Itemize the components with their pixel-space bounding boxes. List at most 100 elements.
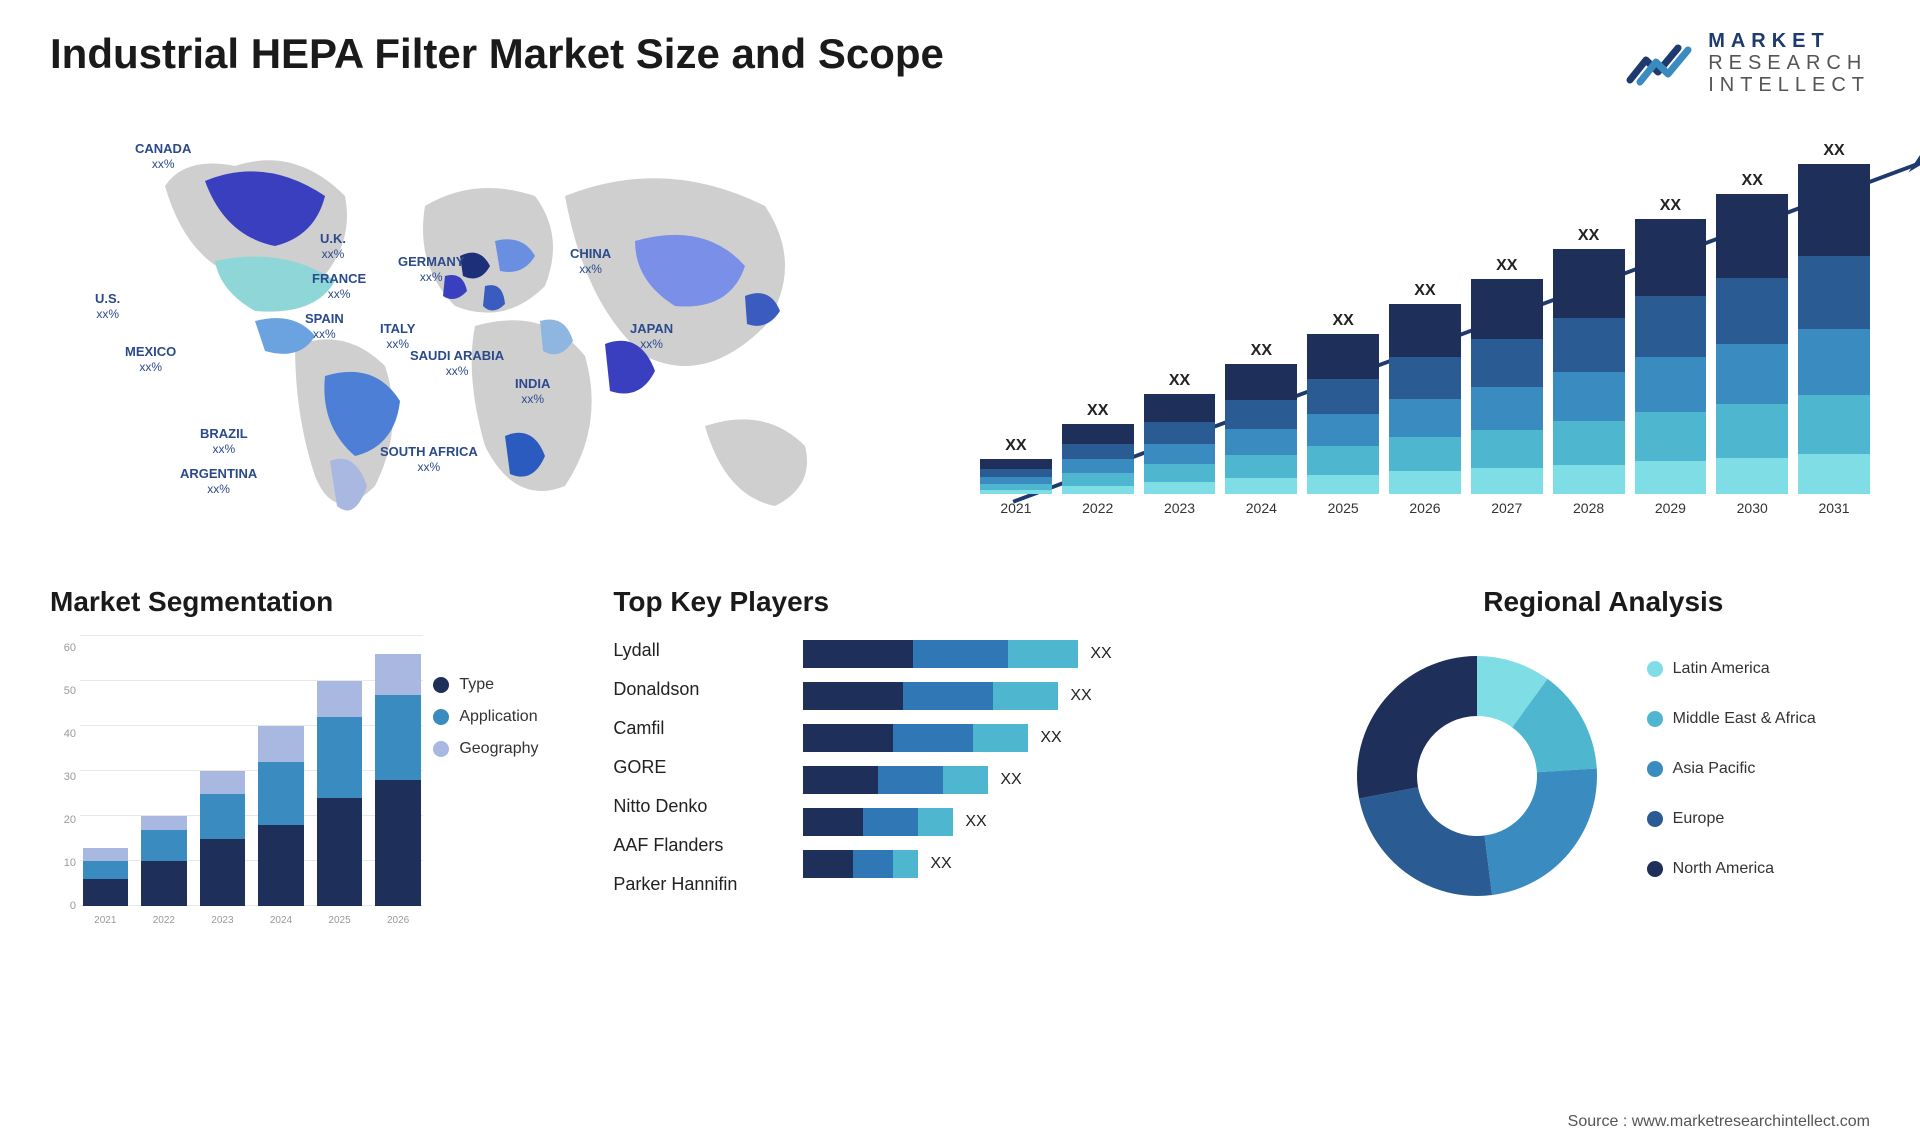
seg-year-label: 2024 [256,915,307,926]
logo-text: MARKET RESEARCH INTELLECT [1708,30,1870,96]
header: Industrial HEPA Filter Market Size and S… [50,30,1870,96]
legend-dot-icon [1647,661,1663,677]
legend-label: Europe [1673,810,1725,828]
regional-donut-chart [1337,636,1617,916]
player-bar-row: XX [803,850,1306,878]
legend-label: North America [1673,860,1774,878]
seg-legend-item: Geography [433,740,583,758]
legend-label: Geography [459,740,538,758]
forecast-value: XX [1087,402,1108,420]
player-name: Donaldson [613,679,783,700]
legend-dot-icon [1647,811,1663,827]
legend-label: Middle East & Africa [1673,710,1816,728]
forecast-value: XX [1578,227,1599,245]
main-forecast-chart: XX2021XX2022XX2023XX2024XX2025XX2026XX20… [980,126,1870,546]
forecast-value: XX [1496,257,1517,275]
forecast-bar-2027: XX 2027 [1471,257,1543,516]
forecast-bar-2026: XX 2026 [1389,282,1461,516]
forecast-year-label: 2031 [1818,500,1849,516]
forecast-year-label: 2025 [1328,500,1359,516]
map-label-uk: U.K.xx% [320,231,346,261]
seg-legend-item: Application [433,708,583,726]
map-label-spain: SPAINxx% [305,311,344,341]
legend-label: Latin America [1673,660,1770,678]
forecast-year-label: 2021 [1000,500,1031,516]
map-label-canada: CANADAxx% [135,141,191,171]
regional-legend-item: Middle East & Africa [1647,710,1816,728]
forecast-bar-2023: XX 2023 [1144,372,1216,516]
player-bar-row: XX [803,724,1306,752]
player-bar-row: XX [803,640,1306,668]
players-bar-chart: XX XX XX XX XX XX [803,636,1306,895]
legend-dot-icon [1647,711,1663,727]
donut-slice [1359,787,1492,896]
brand-logo: MARKET RESEARCH INTELLECT [1626,30,1870,96]
player-name: AAF Flanders [613,835,783,856]
legend-dot-icon [1647,761,1663,777]
seg-bar-2024: 2024 [256,636,307,906]
map-label-france: FRANCExx% [312,271,366,301]
player-name: Nitto Denko [613,796,783,817]
forecast-value: XX [1332,312,1353,330]
forecast-value: XX [1742,172,1763,190]
logo-line1: MARKET [1708,30,1870,52]
player-value: XX [1040,729,1061,747]
forecast-value: XX [1414,282,1435,300]
legend-label: Asia Pacific [1673,760,1756,778]
top-row: CANADAxx%U.S.xx%MEXICOxx%BRAZILxx%ARGENT… [50,126,1870,546]
world-map-panel: CANADAxx%U.S.xx%MEXICOxx%BRAZILxx%ARGENT… [50,126,940,546]
player-bar-row: XX [803,808,1306,836]
segmentation-title: Market Segmentation [50,586,583,618]
regional-legend-item: North America [1647,860,1816,878]
forecast-year-label: 2027 [1491,500,1522,516]
donut-slice [1484,768,1596,895]
regional-legend: Latin America Middle East & Africa Asia Pa… [1647,660,1816,892]
player-name: Camfil [613,718,783,739]
forecast-year-label: 2029 [1655,500,1686,516]
forecast-bar-2024: XX2024 [1225,342,1297,516]
seg-bar-2026: 2026 [373,636,424,906]
map-label-southafrica: SOUTH AFRICAxx% [380,444,478,474]
players-list: Lydall Donaldson Camfil GORE Nitto Denko AAF … [613,636,783,895]
forecast-year-label: 2026 [1409,500,1440,516]
player-value: XX [930,855,951,873]
player-name: GORE [613,757,783,778]
forecast-year-label: 2024 [1246,500,1277,516]
map-label-saudiarabia: SAUDI ARABIAxx% [410,348,504,378]
segmentation-legend: Type Application Geography [433,676,583,772]
player-bar-row: XX [803,682,1306,710]
legend-label: Application [459,708,537,726]
page-title: Industrial HEPA Filter Market Size and S… [50,30,944,78]
seg-bar-2022: 2022 [139,636,190,906]
forecast-bar-2025: XX 2025 [1307,312,1379,516]
player-name: Parker Hannifin [613,874,783,895]
seg-bar-2023: 2023 [197,636,248,906]
map-label-us: U.S.xx% [95,291,120,321]
legend-dot-icon [1647,861,1663,877]
forecast-year-label: 2022 [1082,500,1113,516]
regional-legend-item: Asia Pacific [1647,760,1816,778]
player-value: XX [965,813,986,831]
player-bar-row: XX [803,766,1306,794]
logo-line2: RESEARCH [1708,52,1870,74]
forecast-bar-2031: XX 2031 [1798,142,1870,516]
logo-line3: INTELLECT [1708,74,1870,96]
source-attribution: Source : www.marketresearchintellect.com [1568,1113,1870,1131]
seg-year-label: 2022 [139,915,190,926]
forecast-value: XX [1660,197,1681,215]
map-label-germany: GERMANYxx% [398,254,464,284]
forecast-year-label: 2030 [1737,500,1768,516]
forecast-value: XX [1823,142,1844,160]
seg-legend-item: Type [433,676,583,694]
player-name: Lydall [613,640,783,661]
forecast-bar-2021: XX 2021 [980,437,1052,516]
seg-bar-2021: 2021 [80,636,131,906]
forecast-year-label: 2023 [1164,500,1195,516]
forecast-year-label: 2028 [1573,500,1604,516]
forecast-value: XX [1005,437,1026,455]
map-label-brazil: BRAZILxx% [200,426,248,456]
forecast-value: XX [1169,372,1190,390]
map-label-china: CHINAxx% [570,246,611,276]
legend-dot-icon [433,677,449,693]
map-label-mexico: MEXICOxx% [125,344,176,374]
